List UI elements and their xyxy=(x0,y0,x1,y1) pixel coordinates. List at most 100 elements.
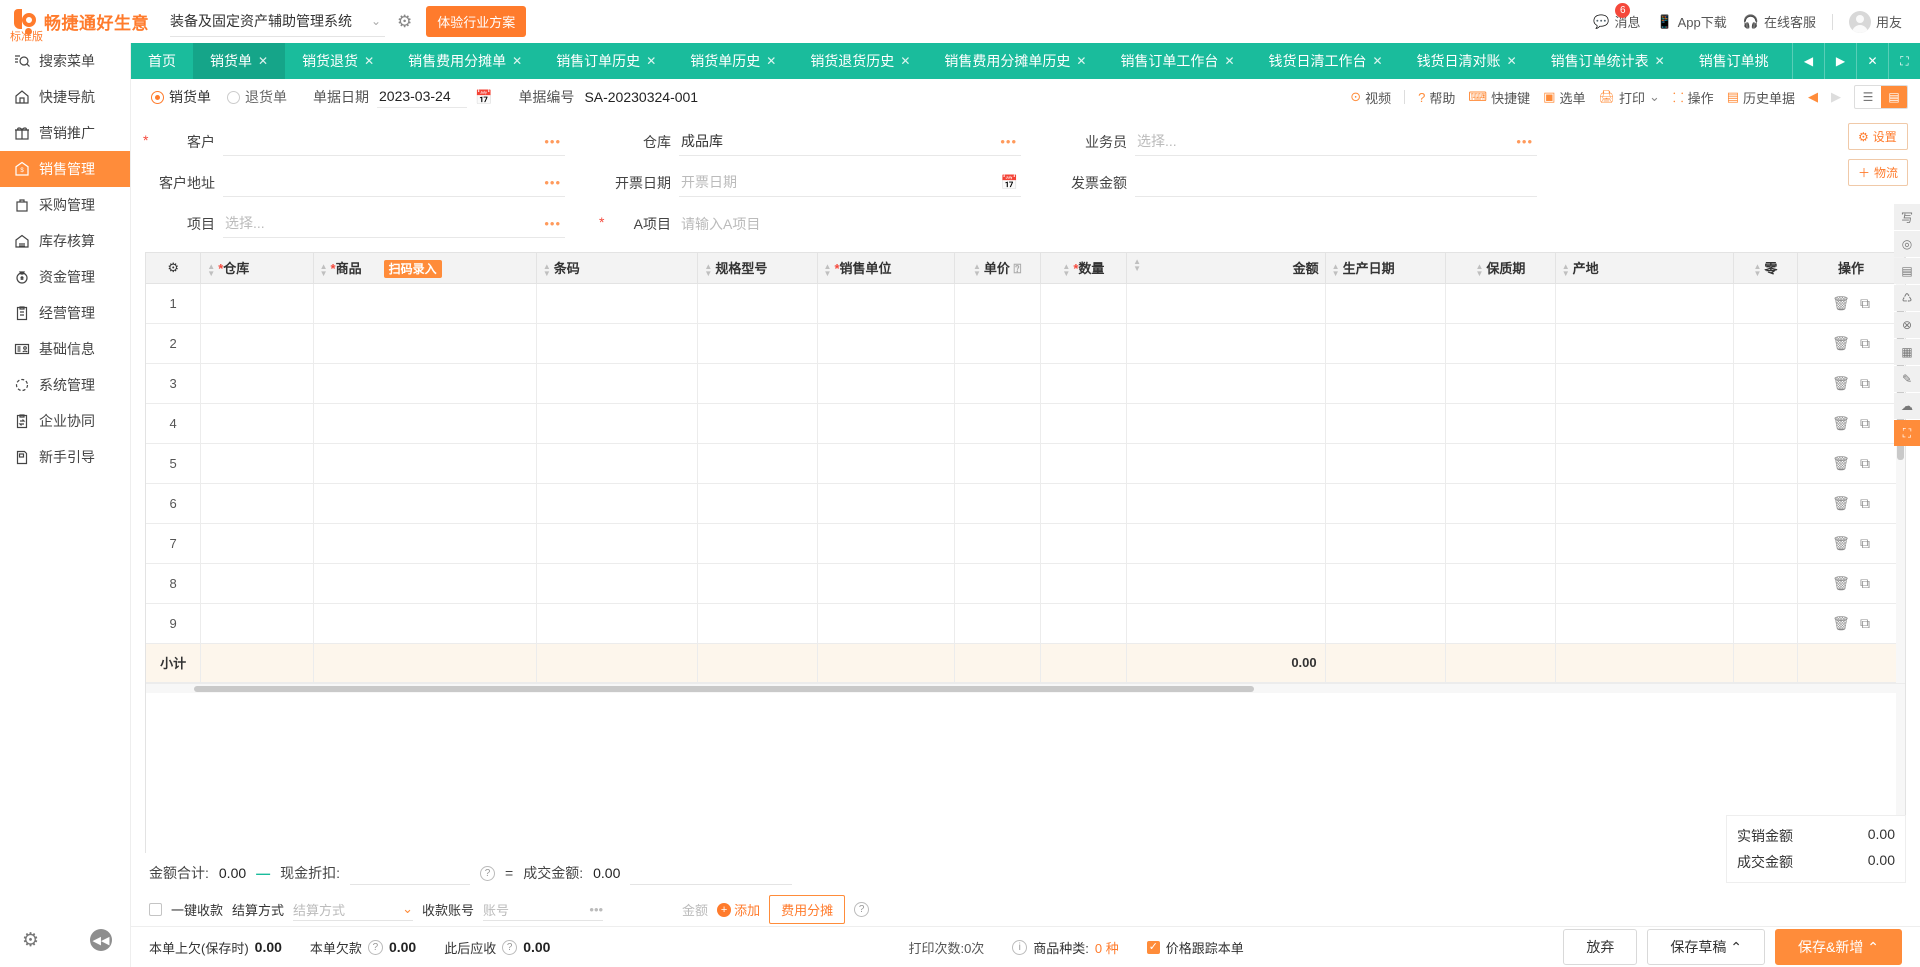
table-row[interactable]: 5 🗑 ⧉ xyxy=(146,443,1905,484)
warehouse-input[interactable]: 成品库 ••• xyxy=(679,128,1021,156)
column-unit-price[interactable]: ▲ ▼ 单价 ⍰ xyxy=(954,253,1041,284)
copy-row-icon[interactable]: ⧉ xyxy=(1859,414,1870,431)
cell-price[interactable] xyxy=(954,283,1041,324)
copy-row-icon[interactable]: ⧉ xyxy=(1859,374,1870,391)
help-icon[interactable]: ⍰ xyxy=(1013,261,1022,277)
cell-shelf-life[interactable] xyxy=(1445,443,1556,484)
cell-warehouse[interactable] xyxy=(200,443,314,484)
column-origin[interactable]: ▲ ▼ 产地 xyxy=(1555,253,1734,284)
copy-row-icon[interactable]: ⧉ xyxy=(1859,614,1870,631)
cell-price[interactable] xyxy=(954,483,1041,524)
cell-amount[interactable] xyxy=(1126,523,1326,564)
cell-origin[interactable] xyxy=(1555,443,1734,484)
header-messages[interactable]: 💬 消息 6 xyxy=(1593,3,1640,31)
cell-origin[interactable] xyxy=(1555,563,1734,604)
header-app-download[interactable]: 📱 App下载 xyxy=(1656,12,1726,31)
sidebar-item-business-management[interactable]: 经营管理 xyxy=(0,295,130,331)
customer-input[interactable]: ••• xyxy=(223,128,565,156)
print-button[interactable]: 🖨 打印 ⌄ xyxy=(1598,88,1659,107)
cell-unit[interactable] xyxy=(817,563,955,604)
rail-note-icon[interactable]: 写 xyxy=(1894,204,1920,230)
tab-order-stats[interactable]: 销售订单统计表 ✕ xyxy=(1534,43,1682,79)
list-view-icon[interactable]: ☰ xyxy=(1862,90,1874,104)
cell-zero[interactable] xyxy=(1733,563,1799,604)
scan-entry-badge[interactable]: 扫码录入 xyxy=(383,260,442,279)
discard-button[interactable]: 放弃 xyxy=(1563,929,1638,965)
close-icon[interactable]: ✕ xyxy=(646,54,657,68)
collapse-icon[interactable]: ◀◀ xyxy=(90,929,112,951)
rail-block-icon[interactable]: ⊗ xyxy=(1894,312,1920,338)
cell-product[interactable] xyxy=(313,363,537,404)
cell-prod-date[interactable] xyxy=(1325,403,1447,444)
tab-sales-order-history[interactable]: 销售订单历史 ✕ xyxy=(539,43,673,79)
cell-zero[interactable] xyxy=(1733,483,1799,524)
cell-prod-date[interactable] xyxy=(1325,323,1447,364)
cell-unit[interactable] xyxy=(817,483,955,524)
cell-shelf-life[interactable] xyxy=(1445,523,1556,564)
cell-shelf-life[interactable] xyxy=(1445,283,1556,324)
tab-close-all-icon[interactable]: ✕ xyxy=(1856,43,1888,79)
cell-warehouse[interactable] xyxy=(200,603,314,644)
cell-product[interactable] xyxy=(313,443,537,484)
more-dots-icon[interactable]: ••• xyxy=(1516,133,1533,149)
column-quantity[interactable]: ▲ ▼ *数量 xyxy=(1040,253,1128,284)
rail-expand-icon[interactable]: ⛶ xyxy=(1894,420,1920,446)
settings-button[interactable]: ⚙ 设置 xyxy=(1847,123,1908,150)
more-dots-icon[interactable]: ••• xyxy=(1000,133,1017,149)
calendar-icon[interactable]: 📅 xyxy=(1000,173,1018,190)
delete-row-icon[interactable]: 🗑 xyxy=(1832,414,1850,431)
cell-spec[interactable] xyxy=(697,563,818,604)
tab-daily-clear-workbench[interactable]: 钱货日清工作台 ✕ xyxy=(1252,43,1400,79)
gear-icon[interactable]: ⚙ xyxy=(22,929,40,951)
delete-row-icon[interactable]: 🗑 xyxy=(1832,454,1850,471)
cell-warehouse[interactable] xyxy=(200,323,314,364)
scrollbar-thumb[interactable] xyxy=(194,685,1254,692)
cell-qty[interactable] xyxy=(1040,323,1128,364)
tab-expense-alloc-history[interactable]: 销售费用分摊单历史 ✕ xyxy=(927,43,1103,79)
column-warehouse[interactable]: ▲ ▼ *仓库 xyxy=(200,253,314,284)
cell-price[interactable] xyxy=(954,603,1041,644)
next-doc-icon[interactable]: ▶ xyxy=(1831,89,1841,104)
sidebar-item-enterprise-collab[interactable]: 企业协同 xyxy=(0,403,130,439)
cell-warehouse[interactable] xyxy=(200,363,314,404)
cell-amount[interactable] xyxy=(1126,403,1326,444)
column-shelf-life[interactable]: ▲ ▼ 保质期 xyxy=(1445,253,1556,284)
cell-price[interactable] xyxy=(954,563,1041,604)
table-row[interactable]: 8 🗑 ⧉ xyxy=(146,563,1905,604)
tab-fullscreen-icon[interactable]: ⛶ xyxy=(1888,43,1920,79)
video-button[interactable]: ⊙ 视频 xyxy=(1350,88,1391,107)
delete-row-icon[interactable]: 🗑 xyxy=(1832,334,1850,351)
sidebar-item-beginner-guide[interactable]: 新手引导 xyxy=(0,439,130,475)
cell-unit[interactable] xyxy=(817,443,955,484)
cell-warehouse[interactable] xyxy=(200,523,314,564)
tab-expense-alloc[interactable]: 销售费用分摊单 ✕ xyxy=(391,43,539,79)
tab-sales-return-history[interactable]: 销货退货历史 ✕ xyxy=(793,43,927,79)
cell-product[interactable] xyxy=(313,283,537,324)
rail-list-icon[interactable]: ▤ xyxy=(1894,258,1920,284)
cell-shelf-life[interactable] xyxy=(1445,403,1556,444)
header-online-support[interactable]: 🎧 在线客服 xyxy=(1743,12,1816,31)
cell-unit[interactable] xyxy=(817,403,955,444)
one-click-receive-checkbox[interactable] xyxy=(149,903,162,916)
cell-spec[interactable] xyxy=(697,363,818,404)
tab-order-workbench[interactable]: 销售订单工作台 ✕ xyxy=(1103,43,1251,79)
cell-amount[interactable] xyxy=(1126,483,1326,524)
cell-spec[interactable] xyxy=(697,483,818,524)
column-barcode[interactable]: ▲ ▼ 条码 xyxy=(536,253,699,284)
delete-row-icon[interactable]: 🗑 xyxy=(1832,494,1850,511)
rail-edit-icon[interactable]: ✎ xyxy=(1894,366,1920,392)
help-button[interactable]: ? 帮助 xyxy=(1418,88,1455,107)
tab-home[interactable]: 首页 xyxy=(131,43,193,79)
save-and-new-button[interactable]: 保存&新增 ⌃ xyxy=(1775,929,1902,965)
close-icon[interactable]: ✕ xyxy=(1224,54,1235,68)
delete-row-icon[interactable]: 🗑 xyxy=(1832,374,1850,391)
cell-origin[interactable] xyxy=(1555,283,1734,324)
cell-qty[interactable] xyxy=(1040,363,1128,404)
salesperson-input[interactable]: 选择... ••• xyxy=(1135,128,1537,156)
table-row[interactable]: 6 🗑 ⧉ xyxy=(146,483,1905,524)
help-icon[interactable]: ? xyxy=(480,865,496,881)
cell-origin[interactable] xyxy=(1555,483,1734,524)
cell-qty[interactable] xyxy=(1040,283,1128,324)
cell-spec[interactable] xyxy=(697,403,818,444)
cell-spec[interactable] xyxy=(697,283,818,324)
